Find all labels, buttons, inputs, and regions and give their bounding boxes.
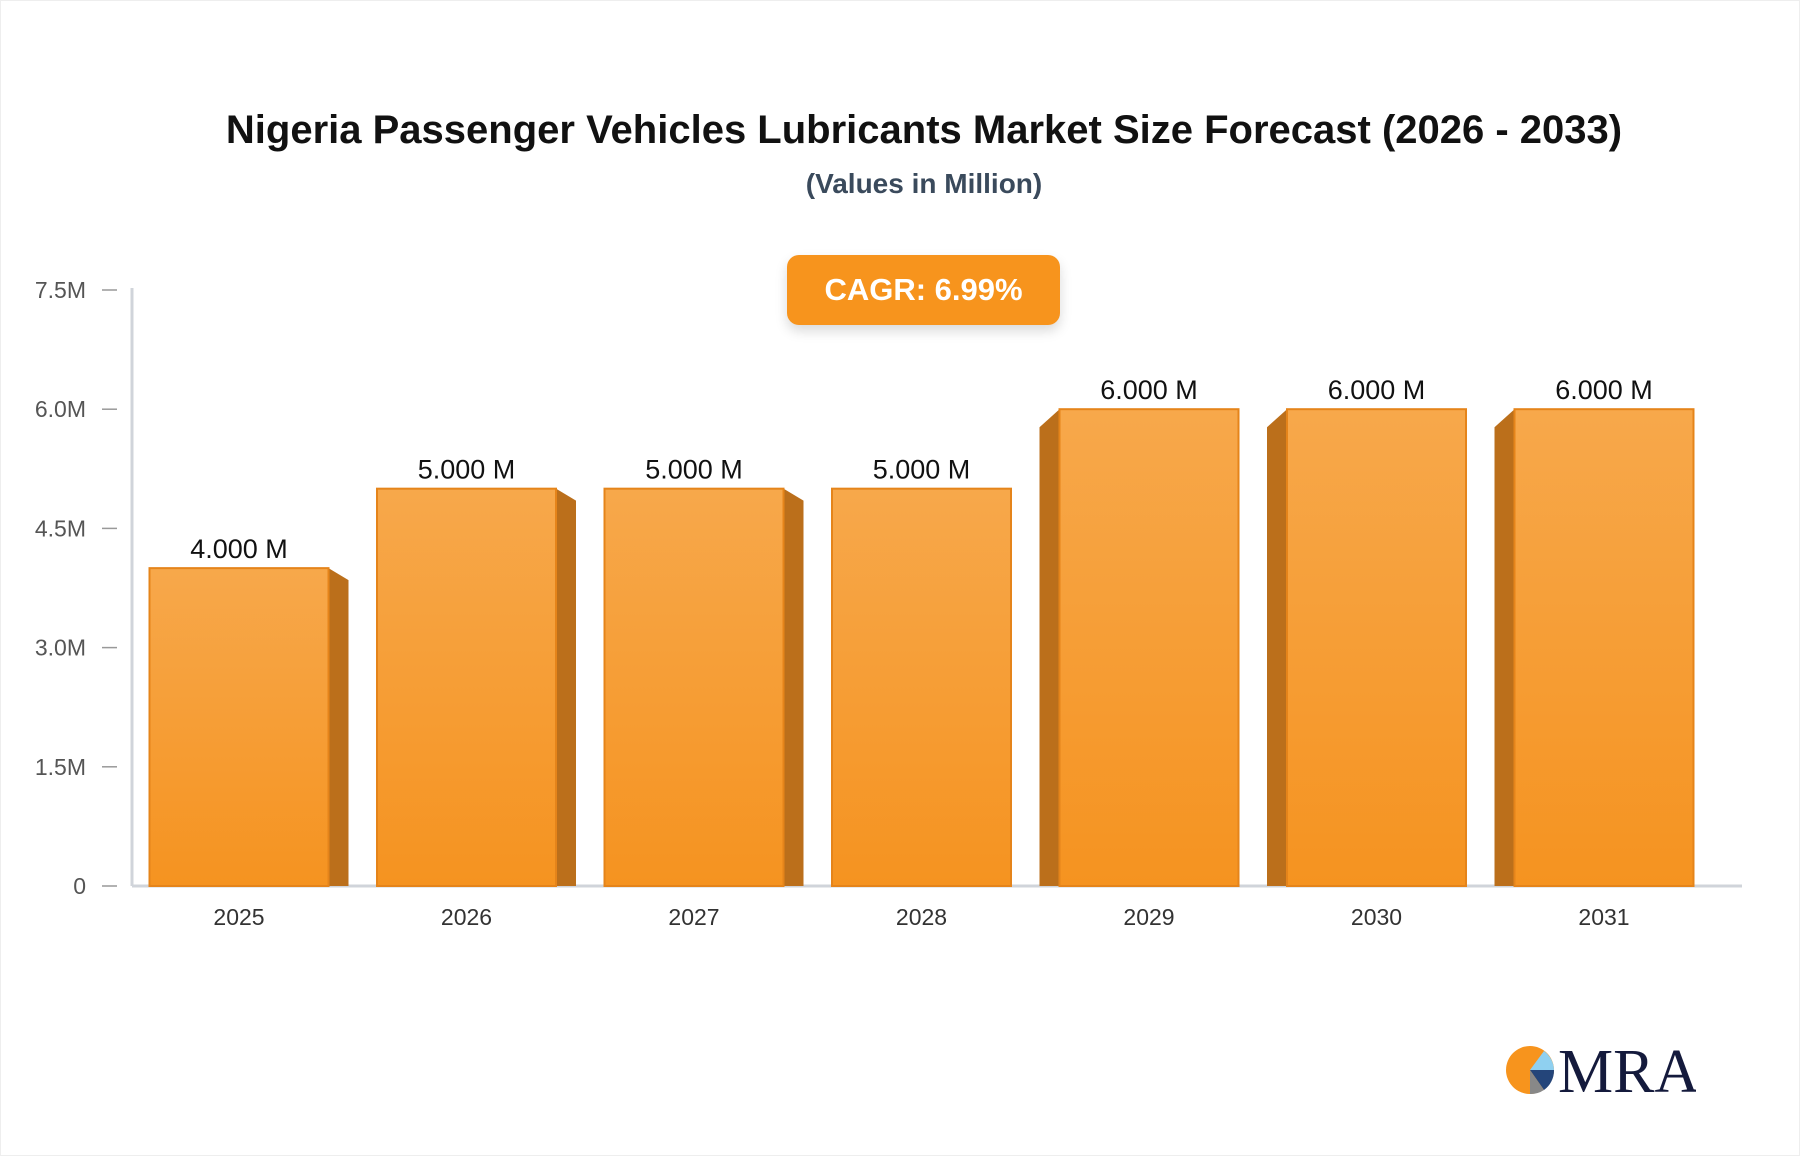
data-label: 6.000 M (1555, 375, 1653, 405)
chart-title: Nigeria Passenger Vehicles Lubricants Ma… (225, 108, 1623, 152)
y-tick-label: 0 (73, 873, 86, 899)
bar-2026 (376, 487, 557, 887)
chart-subtitle: (Values in Million) (805, 168, 1043, 199)
bar-side (1494, 409, 1515, 886)
x-tick-label: 2026 (441, 904, 492, 930)
data-label: 5.000 M (873, 455, 971, 485)
cagr-badge: CAGR: 6.99% (787, 255, 1060, 325)
bar-2029 (1058, 408, 1240, 887)
bar-2027 (603, 487, 785, 887)
data-label: 5.000 M (645, 455, 743, 485)
y-tick-label: 4.5M (35, 515, 86, 541)
bar-2025 (148, 567, 330, 888)
data-label: 6.000 M (1100, 375, 1198, 405)
bar-2030 (1286, 408, 1467, 887)
y-tick-label: 1.5M (35, 754, 86, 780)
x-tick-label: 2031 (1578, 904, 1629, 930)
x-tick-label: 2028 (896, 904, 947, 930)
x-tick-label: 2030 (1351, 904, 1402, 930)
x-tick-label: 2029 (1123, 904, 1174, 930)
bar-side (783, 488, 804, 886)
bar-side (1039, 409, 1060, 886)
x-tick-label: 2025 (213, 904, 264, 930)
y-tick-label: 6.0M (35, 396, 86, 422)
bar-side (328, 568, 349, 886)
bar-side (556, 488, 576, 886)
y-tick-label: 7.5M (35, 277, 86, 303)
data-label: 4.000 M (190, 534, 288, 564)
mra-logo: MRA (1506, 1040, 1696, 1100)
data-label: 6.000 M (1328, 375, 1426, 405)
y-tick-label: 3.0M (35, 635, 86, 661)
bar-2028 (831, 487, 1012, 887)
logo-text: MRA (1558, 1040, 1696, 1100)
data-label: 5.000 M (418, 455, 516, 485)
bar-2031 (1513, 408, 1695, 887)
x-tick-label: 2027 (668, 904, 719, 930)
bar-side (1267, 409, 1287, 886)
